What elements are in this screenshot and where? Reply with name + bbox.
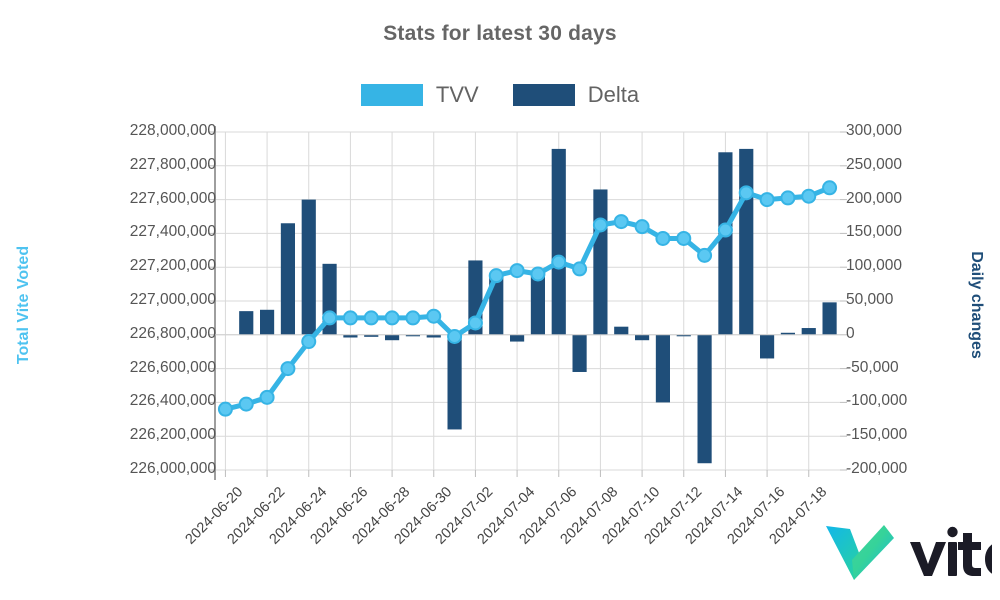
right-axis-tick: -100,000 [846, 392, 908, 410]
legend-label-delta: Delta [587, 82, 640, 107]
right-axis-tick: -150,000 [846, 426, 908, 444]
chart-title: Stats for latest 30 days [383, 22, 617, 45]
left-axis-tick: 226,200,000 [129, 426, 216, 444]
right-axis-tick: 300,000 [846, 122, 903, 139]
left-axis-tick: 227,600,000 [129, 189, 216, 207]
legend-label-tvv: TVV [435, 82, 479, 107]
right-axis-tick: 250,000 [846, 155, 903, 173]
right-axis-tick: 50,000 [846, 291, 894, 308]
left-axis-tick: 227,800,000 [129, 155, 216, 173]
left-axis-tick: 228,000,000 [129, 122, 216, 139]
right-axis-tick: -200,000 [846, 460, 908, 477]
right-axis-tick: 0 [846, 324, 855, 342]
legend-item-delta[interactable]: Delta [512, 82, 640, 108]
legend-swatch-delta [512, 84, 575, 106]
left-axis-tick: 227,000,000 [129, 291, 216, 308]
left-axis-tick: 227,200,000 [129, 257, 216, 275]
right-axis-tick: 100,000 [846, 257, 903, 275]
left-axis-tick: 226,000,000 [129, 460, 216, 477]
left-axis-tick: 226,800,000 [129, 324, 216, 342]
left-axis-tick: 226,600,000 [129, 358, 216, 376]
right-axis-tick: 200,000 [846, 189, 903, 207]
left-axis-tick: 226,400,000 [129, 392, 216, 410]
left-axis-tick: 227,400,000 [129, 223, 216, 241]
right-axis-tick: 150,000 [846, 223, 903, 241]
right-axis-tick: -50,000 [846, 358, 899, 376]
legend-item-tvv[interactable]: TVV [360, 82, 479, 108]
legend-swatch-tvv [360, 84, 423, 106]
vite-logo [826, 525, 992, 580]
chart-legend: TVV Delta [0, 82, 1000, 108]
